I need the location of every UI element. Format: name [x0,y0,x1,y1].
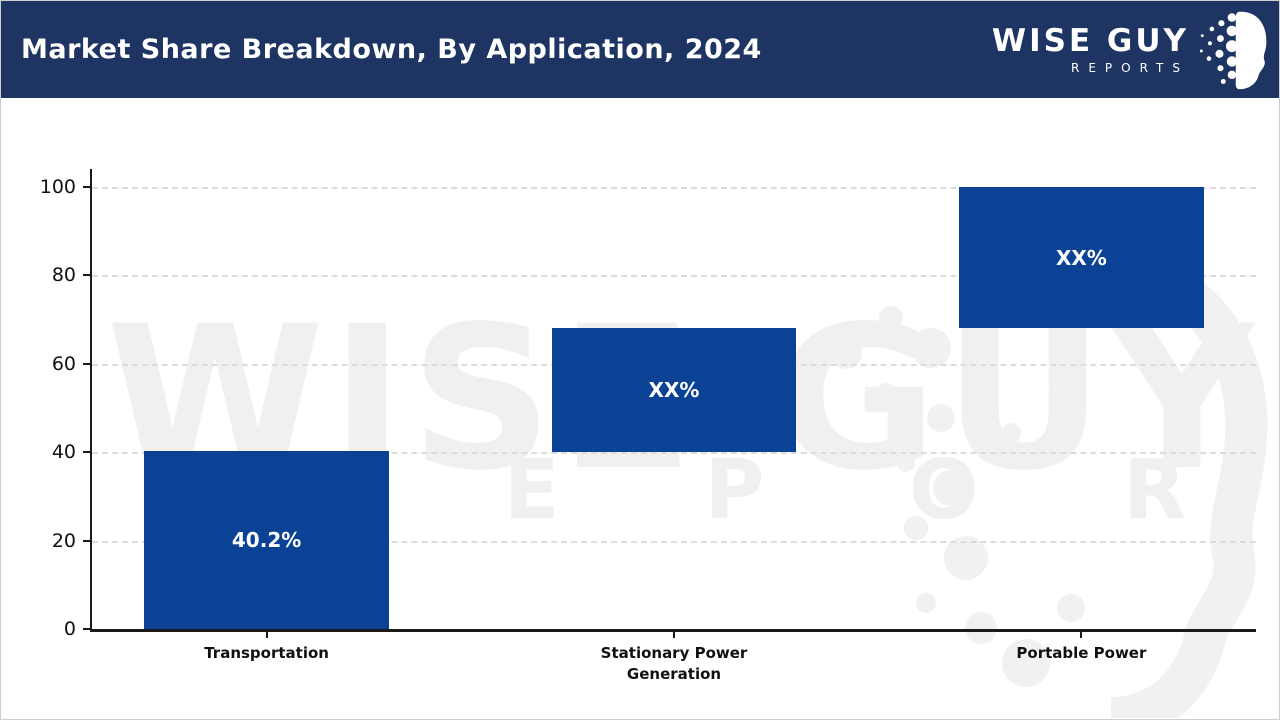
y-tick-label: 20 [51,529,76,552]
gridline [92,275,1256,278]
page-title: Market Share Breakdown, By Application, … [21,34,762,65]
gridline [92,187,1256,189]
y-tick-mark [83,362,92,365]
y-tick-mark [83,451,92,454]
category-label: Stationary Power Generation [600,644,748,683]
y-tick-label: 100 [39,176,76,198]
y-tick-label: 0 [63,618,76,640]
category-label: Transportation [204,644,329,662]
header-bar: Market Share Breakdown, By Application, … [1,1,1279,98]
y-tick-label: 60 [51,352,76,375]
wise-guy-reports-logo: WISE GUY REPORTS [992,1,1269,98]
chart-area: WISE GUY R E P O R T S 02 [1,98,1279,719]
plot-area: 0 20 40 60 80 100 40.2% Transportation XX% Statio… [40,169,1256,683]
logo-text: WISE GUY REPORTS [991,22,1189,75]
bar-portable-power: XX% [959,187,1204,329]
bar-value-label: XX% [648,378,700,403]
logo-reports-text: REPORTS [1070,60,1189,75]
bar-transportation: 40.2% [144,451,389,629]
y-tick-mark [83,539,92,542]
bar-stationary-power-generation: XX% [551,328,797,453]
y-tick-mark [83,186,92,188]
x-tick-mark [265,629,268,638]
y-tick-label: 40 [51,441,76,464]
x-tick-mark [673,629,675,638]
bar-value-label: 40.2% [231,528,302,553]
x-tick-mark [1080,629,1083,638]
category-label: Portable Power [1016,644,1147,662]
bar-value-label: XX% [1055,245,1107,270]
logo-wiseguy-text: WISE GUY [991,22,1189,59]
face-profile-icon [1199,11,1267,89]
y-tick-label: 80 [51,264,76,287]
y-tick-mark [83,628,92,630]
gridline [92,540,1256,543]
y-tick-mark [83,274,92,277]
watermark-face-icon [830,247,1268,718]
gridline [92,452,1256,455]
